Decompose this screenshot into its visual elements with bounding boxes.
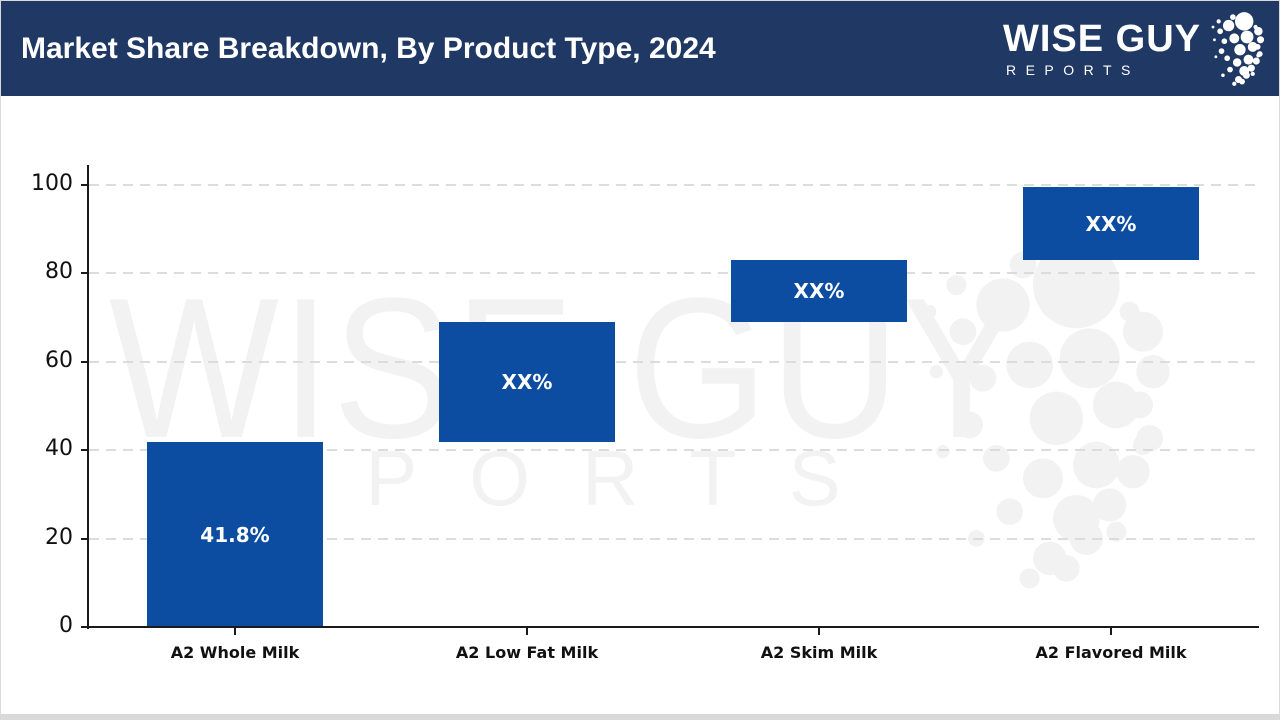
logo-wordmark-line2: REPORTS xyxy=(1005,62,1140,79)
x-category-label: A2 Flavored Milk xyxy=(1035,643,1187,662)
bar-value-label: XX% xyxy=(1085,211,1137,236)
logo-wordmark: WISE GUY REPORTS xyxy=(1002,17,1201,79)
bar-a2-flavored-milk: XX% xyxy=(1023,187,1199,261)
x-tick-mark xyxy=(526,627,528,635)
gridline-y-100 xyxy=(89,184,1257,186)
y-tick-label: 20 xyxy=(45,524,73,550)
page-title: Market Share Breakdown, By Product Type,… xyxy=(21,31,716,65)
header: Market Share Breakdown, By Product Type,… xyxy=(1,1,1279,96)
logo-head-icon xyxy=(1211,12,1265,86)
bar-value-label: XX% xyxy=(793,279,845,304)
gridline-y-60 xyxy=(89,360,1257,363)
bar-a2-whole-milk: 41.8% xyxy=(147,442,323,627)
bar-value-label: XX% xyxy=(501,370,553,395)
y-tick-label: 0 xyxy=(59,613,73,638)
watermark-head-icon xyxy=(923,241,1170,589)
y-tick-mark xyxy=(81,184,89,186)
y-tick-label: 100 xyxy=(31,171,73,196)
brand-logo: WISE GUY REPORTS xyxy=(1003,10,1267,88)
bar-a2-skim-milk: XX% xyxy=(731,260,907,322)
y-tick-mark xyxy=(81,537,89,540)
bar-value-label: 41.8% xyxy=(200,522,270,547)
y-tick-mark xyxy=(81,360,89,363)
x-category-label: A2 Low Fat Milk xyxy=(455,643,599,662)
x-axis-spine xyxy=(87,626,1259,628)
gridline-y-40 xyxy=(89,449,1257,452)
y-tick-label: 60 xyxy=(45,347,73,373)
x-tick-mark xyxy=(818,627,820,635)
x-tick-mark xyxy=(234,627,236,635)
y-tick-mark xyxy=(81,626,89,628)
gridline-y-80 xyxy=(89,272,1257,275)
bar-a2-low-fat-milk: XX% xyxy=(439,322,615,443)
y-tick-mark xyxy=(81,449,89,452)
footer-strip xyxy=(1,714,1279,719)
y-tick-label: 40 xyxy=(45,436,73,462)
y-axis-spine xyxy=(87,165,89,629)
y-tick-label: 80 xyxy=(45,259,73,285)
gridline-y-20 xyxy=(89,537,1257,540)
x-category-label: A2 Skim Milk xyxy=(760,643,878,662)
x-tick-mark xyxy=(1110,627,1112,635)
y-tick-mark xyxy=(81,272,89,275)
x-category-label: A2 Whole Milk xyxy=(170,643,300,662)
logo-wordmark-line1: WISE GUY xyxy=(1002,17,1201,60)
